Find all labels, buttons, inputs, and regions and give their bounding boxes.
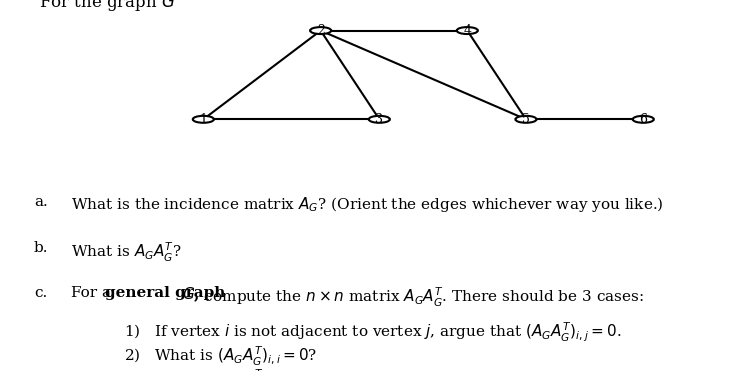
Text: b.: b. bbox=[34, 241, 48, 255]
Text: compute the $n \times n$ matrix $A_G A_G^T$. There should be 3 cases:: compute the $n \times n$ matrix $A_G A_G… bbox=[199, 286, 644, 309]
Text: 3)   What is $(A_G A_G^T)_{i,j}$, when $i$ is adjacent to $j$?: 3) What is $(A_G A_G^T)_{i,j}$, when $i$… bbox=[124, 367, 467, 371]
Circle shape bbox=[632, 116, 653, 123]
Text: For the graph $G$: For the graph $G$ bbox=[39, 0, 175, 13]
Text: $G$,: $G$, bbox=[182, 286, 200, 304]
Text: general graph: general graph bbox=[105, 286, 230, 300]
Text: 3: 3 bbox=[375, 113, 384, 126]
Text: 2)   What is $(A_G A_G^T)_{i,i} = 0$?: 2) What is $(A_G A_G^T)_{i,i} = 0$? bbox=[124, 345, 317, 368]
Circle shape bbox=[456, 27, 478, 34]
Circle shape bbox=[368, 116, 390, 123]
Circle shape bbox=[193, 116, 214, 123]
Text: a.: a. bbox=[34, 195, 47, 209]
Text: What is the incidence matrix $A_G$? (Orient the edges whichever way you like.): What is the incidence matrix $A_G$? (Ori… bbox=[71, 195, 664, 214]
Text: 6: 6 bbox=[639, 113, 647, 126]
Text: 2: 2 bbox=[317, 24, 325, 37]
Text: 4: 4 bbox=[463, 24, 472, 37]
Circle shape bbox=[310, 27, 331, 34]
Text: What is $A_G A_G^T$?: What is $A_G A_G^T$? bbox=[71, 241, 182, 265]
Text: 1)   If vertex $i$ is not adjacent to vertex $j$, argue that $(A_G A_G^T)_{i,j} : 1) If vertex $i$ is not adjacent to vert… bbox=[124, 321, 621, 344]
Text: c.: c. bbox=[34, 286, 47, 300]
Text: For a: For a bbox=[71, 286, 117, 300]
Text: 1: 1 bbox=[199, 113, 208, 126]
Circle shape bbox=[515, 116, 536, 123]
Text: 5: 5 bbox=[522, 113, 530, 126]
